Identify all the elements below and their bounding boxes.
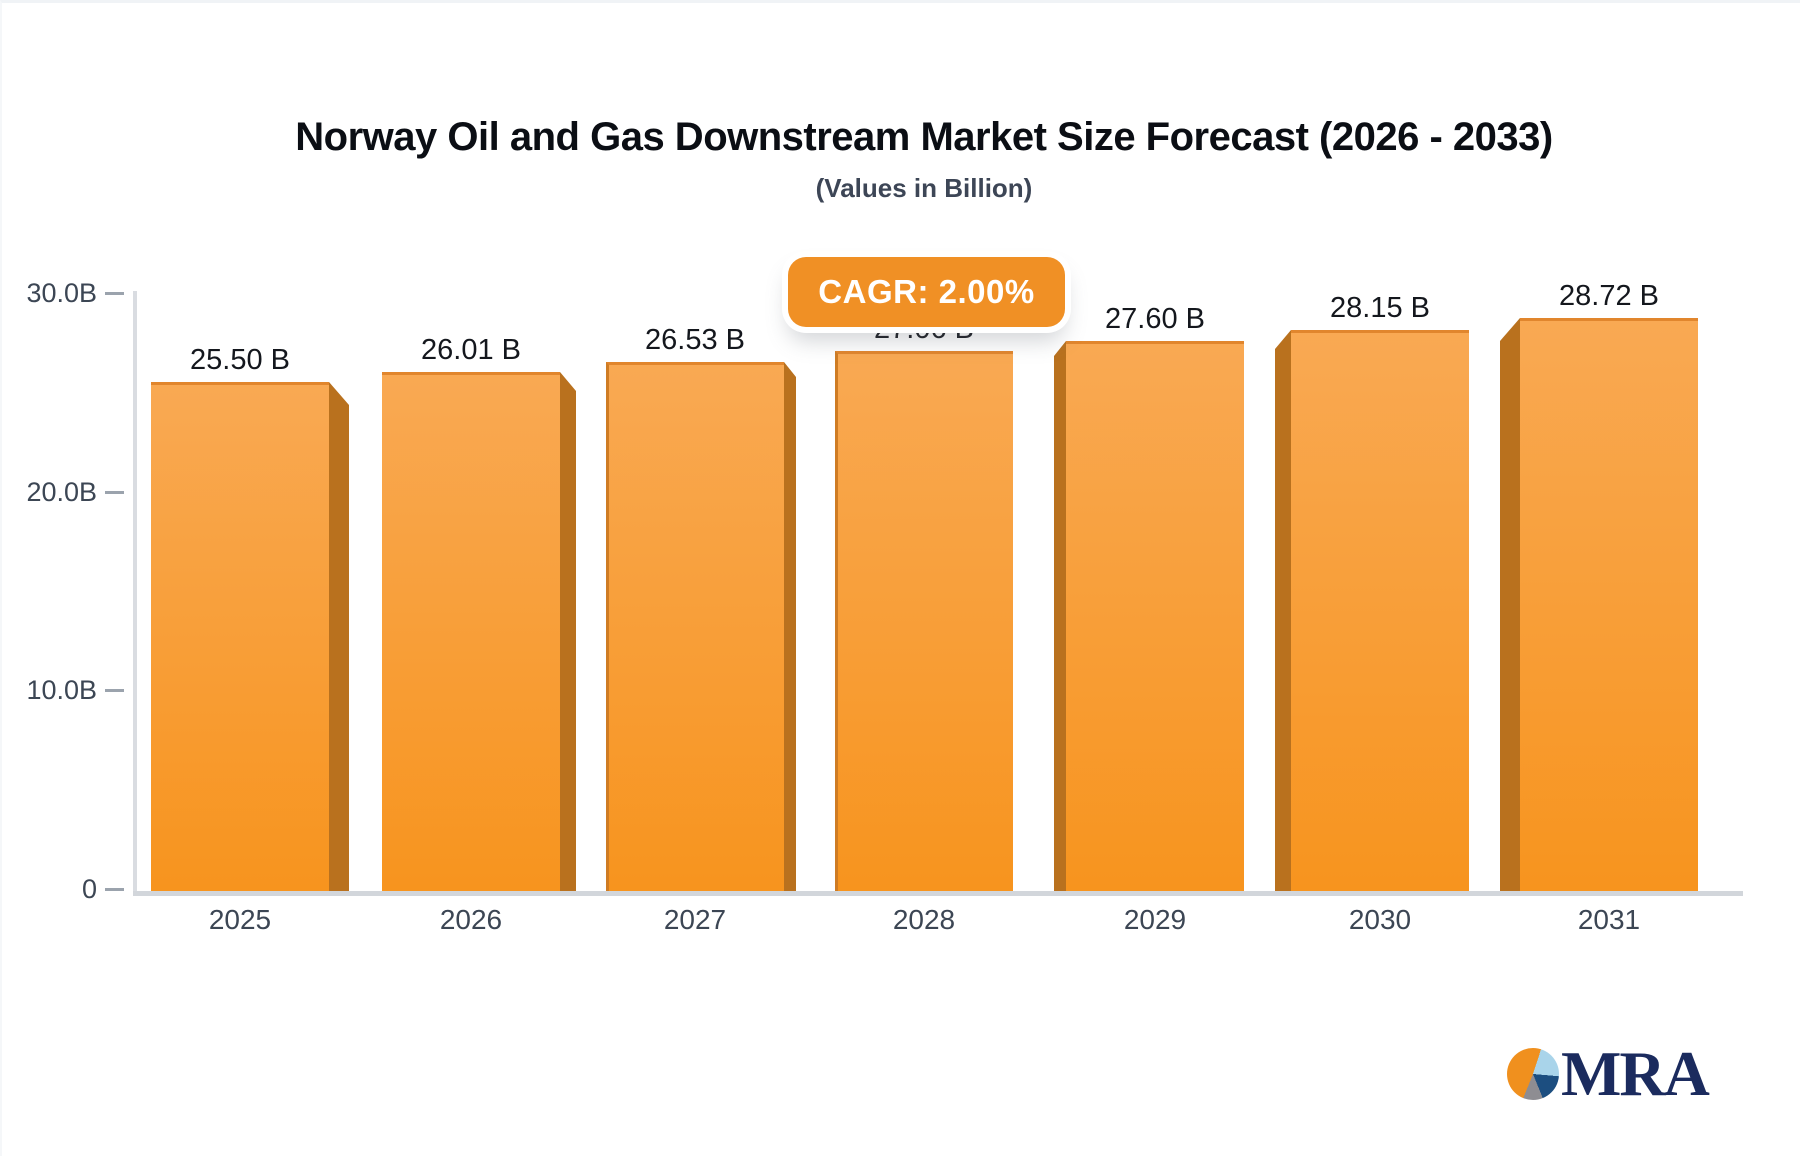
bar-face [1066, 341, 1244, 891]
bar-side-3d [1500, 318, 1520, 891]
bar-value-label: 26.01 B [421, 334, 521, 366]
bar-face [1291, 330, 1469, 891]
x-axis-label: 2028 [892, 904, 956, 935]
y-axis-tick-label: 20.0B [26, 476, 97, 507]
x-axis-label: 2025 [208, 904, 272, 935]
bar-value-label: 27.60 B [1105, 303, 1205, 335]
bar-side-3d [1054, 341, 1066, 891]
x-axis-label: 2029 [1123, 904, 1187, 935]
chart-subtitle: (Values in Billion) [815, 173, 1033, 203]
bar-face [382, 372, 560, 891]
mra-logo: MRA [1507, 1038, 1710, 1109]
bar-value-label: 28.72 B [1559, 280, 1659, 312]
bar-value-label: 25.50 B [190, 344, 290, 376]
bar-value-label: 26.53 B [645, 324, 745, 356]
x-axis-label: 2026 [439, 904, 503, 935]
bar-face [835, 351, 1013, 891]
x-axis-label: 2027 [663, 904, 727, 935]
chart-title: Norway Oil and Gas Downstream Market Siz… [295, 115, 1553, 159]
bar-side-3d [1275, 330, 1291, 891]
bar-face [1520, 318, 1698, 891]
y-axis-tick [105, 490, 124, 494]
bar-value-label: 28.15 B [1330, 292, 1430, 324]
x-axis-label: 2030 [1348, 904, 1412, 935]
y-axis-tick-label: 0 [81, 874, 97, 904]
y-axis-tick-label: 10.0B [26, 675, 97, 706]
y-axis-tick-label: 30.0B [26, 278, 97, 308]
y-axis-tick [105, 689, 124, 693]
x-axis-label: 2031 [1577, 904, 1641, 935]
y-axis-tick [105, 292, 124, 295]
bar-side-3d [329, 382, 349, 891]
pie-chart-logo-icon [1507, 1048, 1559, 1100]
cagr-badge: CAGR: 2.00% [788, 257, 1065, 327]
y-axis-tick [105, 888, 124, 891]
bar-face [151, 382, 329, 891]
x-axis-line [133, 891, 1743, 896]
y-axis-line [133, 291, 137, 894]
logo-text: MRA [1561, 1038, 1710, 1109]
bar-side-3d [560, 372, 576, 891]
bar-face [606, 362, 784, 891]
bar-side-3d [784, 362, 796, 891]
